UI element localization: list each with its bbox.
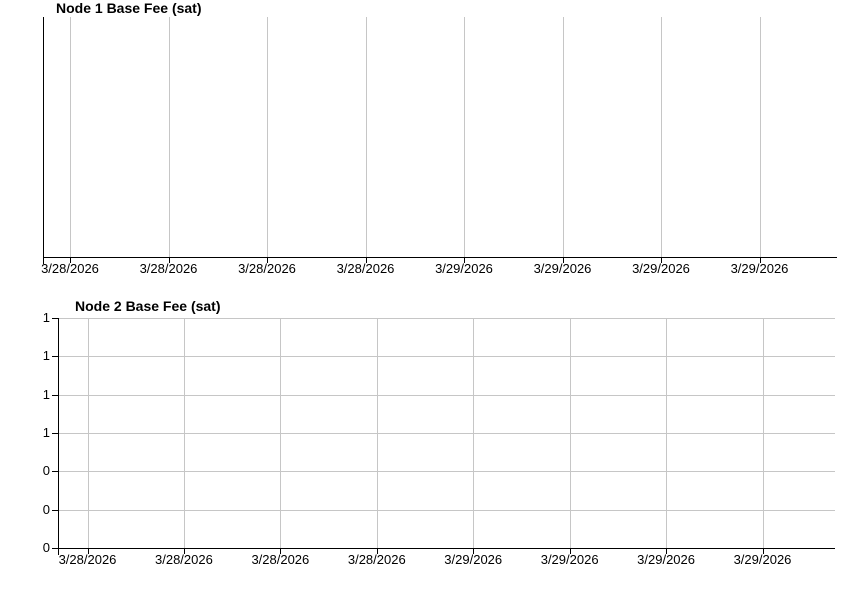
x-axis-tick [70, 258, 71, 263]
gridline-horizontal [58, 356, 835, 357]
gridline-horizontal [58, 471, 835, 472]
y-tick-label: 1 [42, 310, 50, 325]
x-tick-label: 3/29/2026 [444, 552, 503, 567]
y-axis-tick [52, 510, 58, 511]
x-axis-tick [267, 258, 268, 263]
x-tick-label: 3/29/2026 [632, 261, 690, 276]
x-axis-tick [762, 549, 764, 554]
x-axis-tick [280, 549, 282, 554]
x-tick-label: 3/28/2026 [336, 261, 395, 276]
x-tick-label: 3/29/2026 [733, 552, 792, 567]
gridline-vertical [280, 318, 282, 548]
x-axis-tick [562, 258, 564, 263]
x-tick-label: 3/29/2026 [435, 261, 493, 276]
x-tick-label: 3/28/2026 [238, 261, 296, 276]
y-tick-label: 1 [42, 425, 50, 440]
y-axis-tick [52, 318, 58, 319]
x-axis-tick [168, 258, 170, 263]
x-axis-line [43, 257, 837, 258]
gridline-vertical [365, 17, 367, 257]
x-axis-tick [365, 258, 367, 263]
x-tick-label: 3/28/2026 [251, 552, 310, 567]
x-tick-label: 3/29/2026 [533, 261, 592, 276]
gridline-vertical [168, 17, 170, 257]
y-axis-tick [52, 471, 58, 472]
y-axis-tick [52, 395, 58, 396]
y-axis-tick [52, 433, 58, 434]
gridline-horizontal [58, 395, 835, 396]
y-axis-line [58, 318, 59, 555]
gridline-vertical [183, 318, 185, 548]
gridline-vertical [464, 17, 465, 257]
chart2-title: Node 2 Base Fee (sat) [75, 298, 221, 314]
x-tick-label: 3/29/2026 [540, 552, 599, 567]
gridline-vertical [759, 17, 761, 257]
x-axis-tick [87, 549, 89, 554]
gridline-vertical [267, 17, 268, 257]
x-axis-tick [661, 258, 662, 263]
y-tick-label: 1 [42, 348, 50, 363]
y-axis-tick [52, 356, 58, 357]
y-tick-label: 0 [42, 502, 50, 517]
x-axis-tick [376, 549, 378, 554]
x-tick-label: 3/28/2026 [155, 552, 213, 567]
x-tick-label: 3/29/2026 [637, 552, 695, 567]
y-tick-label: 0 [42, 540, 50, 555]
x-axis-tick [569, 549, 571, 554]
x-axis-tick [464, 258, 465, 263]
gridline-horizontal [58, 510, 835, 511]
gridline-vertical [70, 17, 71, 257]
gridline-vertical [376, 318, 378, 548]
chart1-title: Node 1 Base Fee (sat) [56, 0, 202, 16]
x-axis-tick [473, 549, 475, 554]
x-axis-tick [183, 549, 185, 554]
x-tick-label: 3/28/2026 [58, 552, 117, 567]
gridline-horizontal [58, 433, 835, 434]
gridline-vertical [569, 318, 571, 548]
x-tick-label: 3/28/2026 [139, 261, 198, 276]
gridline-horizontal [58, 318, 835, 319]
gridline-vertical [661, 17, 662, 257]
y-tick-label: 0 [42, 463, 50, 478]
gridline-vertical [562, 17, 564, 257]
gridline-vertical [473, 318, 475, 548]
y-axis-tick [52, 548, 58, 549]
x-axis-tick [759, 258, 761, 263]
x-axis-line [58, 548, 835, 549]
gridline-vertical [87, 318, 89, 548]
y-tick-label: 1 [42, 387, 50, 402]
y-axis-line [43, 17, 44, 264]
gridline-vertical [666, 318, 668, 548]
x-axis-tick [666, 549, 668, 554]
x-tick-label: 3/28/2026 [347, 552, 406, 567]
x-tick-label: 3/28/2026 [41, 261, 99, 276]
gridline-vertical [762, 318, 764, 548]
x-tick-label: 3/29/2026 [730, 261, 789, 276]
